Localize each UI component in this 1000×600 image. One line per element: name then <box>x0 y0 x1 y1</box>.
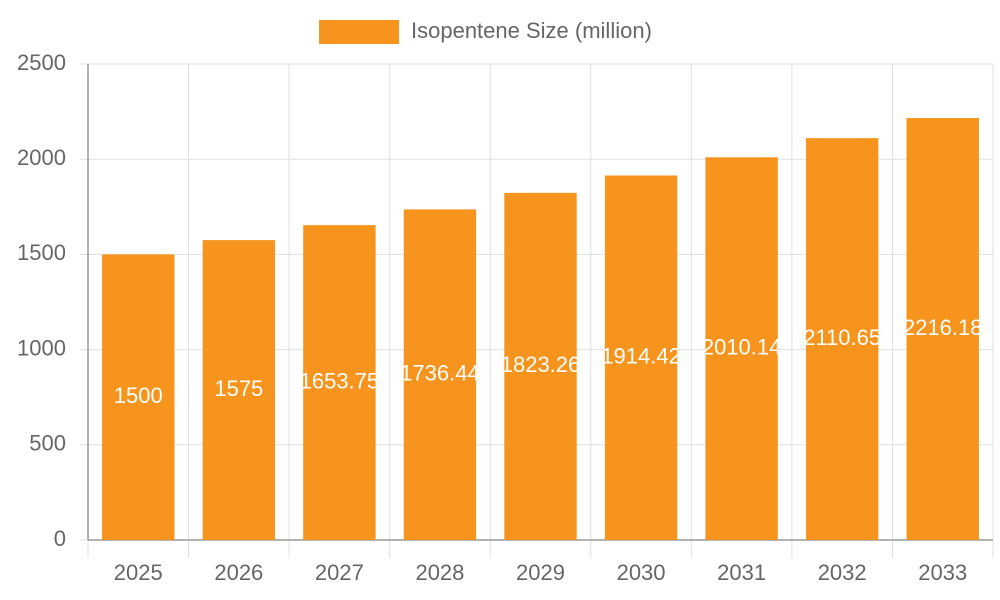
bar <box>906 118 979 540</box>
y-tick-label: 0 <box>54 526 66 551</box>
value-label: 1653.75 <box>300 368 380 393</box>
x-tick-label: 2028 <box>415 560 464 585</box>
value-label: 1575 <box>214 376 263 401</box>
value-label: 2110.65 <box>803 325 881 350</box>
y-tick-label: 2000 <box>17 145 66 170</box>
value-label: 1823.26 <box>501 352 581 377</box>
value-label: 2010.14 <box>702 334 782 359</box>
x-tick-label: 2029 <box>516 560 565 585</box>
value-label: 1914.42 <box>601 344 681 369</box>
x-tick-label: 2031 <box>717 560 766 585</box>
value-label: 1500 <box>114 383 163 408</box>
bar <box>403 209 477 540</box>
legend-label: Isopentene Size (million) <box>411 18 652 43</box>
legend-swatch <box>319 20 399 44</box>
bar <box>705 157 778 540</box>
y-tick-label: 500 <box>29 431 66 456</box>
x-tick-label: 2025 <box>114 560 163 585</box>
y-tick-label: 2500 <box>17 50 66 75</box>
y-tick-label: 1000 <box>17 335 66 360</box>
value-label: 2216.18 <box>903 315 983 340</box>
value-label: 1736.44 <box>400 361 480 386</box>
bar <box>303 225 376 540</box>
bar <box>102 254 175 540</box>
x-tick-label: 2032 <box>818 560 867 585</box>
bar <box>604 175 678 540</box>
y-tick-label: 1500 <box>17 240 66 265</box>
x-tick-label: 2027 <box>315 560 364 585</box>
bar <box>202 240 276 540</box>
x-tick-label: 2033 <box>918 560 967 585</box>
bar <box>805 138 879 540</box>
bar <box>504 192 577 540</box>
x-tick-label: 2030 <box>617 560 666 585</box>
x-tick-label: 2026 <box>214 560 263 585</box>
